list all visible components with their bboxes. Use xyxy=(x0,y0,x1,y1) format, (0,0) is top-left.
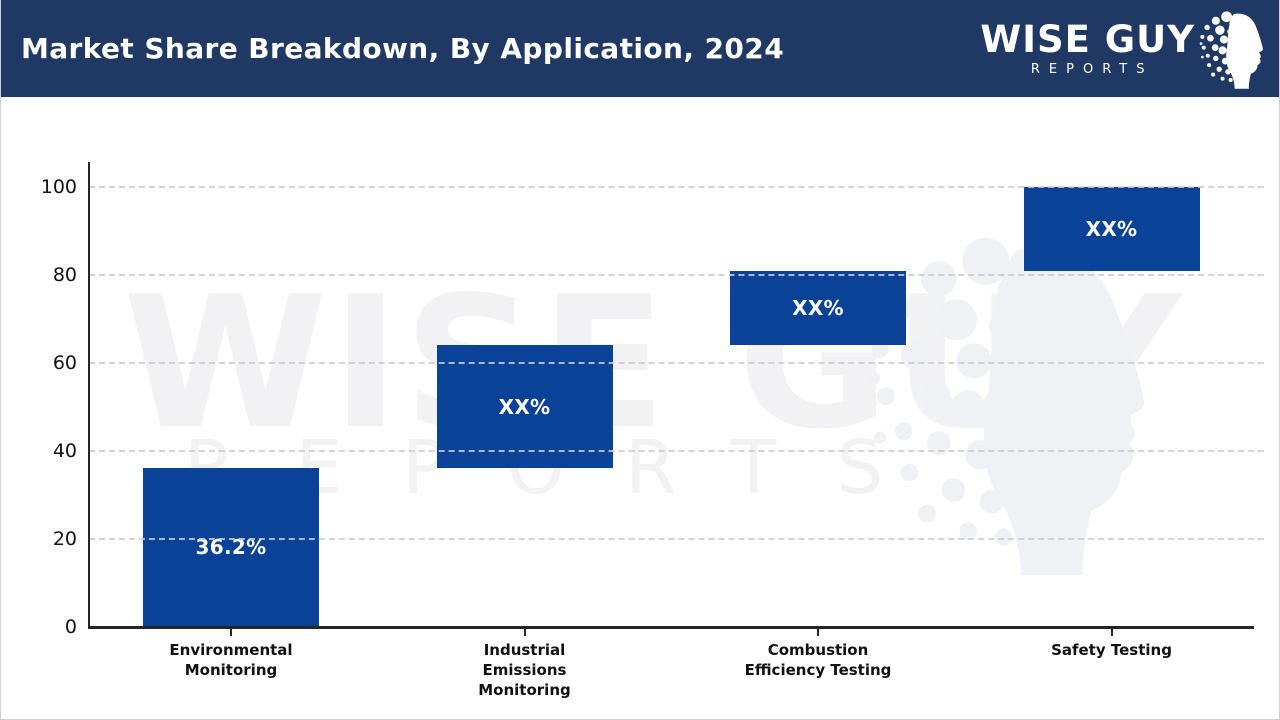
bar-value-label: XX% xyxy=(792,295,844,320)
x-category-line: Monitoring xyxy=(184,661,278,679)
bar-1: 36.2% xyxy=(143,467,319,627)
gridline xyxy=(89,450,1264,452)
bar-4: XX% xyxy=(1023,187,1200,271)
y-tick-label: 20 xyxy=(52,528,77,550)
x-category-line: Monitoring xyxy=(478,681,571,699)
x-category-line: Environmental xyxy=(169,641,293,659)
header-bar: Market Share Breakdown, By Application, … xyxy=(1,0,1279,97)
x-tick xyxy=(230,628,232,636)
gridline xyxy=(89,362,1264,364)
x-category-label: Industrial Emissions Monitoring xyxy=(405,640,645,700)
x-category-label: Combustion Efficiency Testing xyxy=(698,640,938,680)
wise-guy-reports-logo: WISE GUY REPORTS xyxy=(980,5,1271,93)
y-tick-label: 40 xyxy=(52,440,77,462)
logo-wiseguy-text: WISE GUY xyxy=(980,18,1195,61)
y-tick-label: 80 xyxy=(52,264,77,286)
page-title: Market Share Breakdown, By Application, … xyxy=(21,32,785,65)
bar-2: XX% xyxy=(436,345,613,468)
x-category-line: Emissions xyxy=(482,661,567,679)
y-tick-label: 0 xyxy=(64,616,77,638)
x-category-line: Efficiency Testing xyxy=(744,661,892,679)
x-tick xyxy=(1110,628,1113,636)
x-tick xyxy=(523,628,526,636)
x-category-line: Combustion xyxy=(767,641,869,659)
logo-reports-text: REPORTS xyxy=(1030,62,1154,77)
y-tick-label: 60 xyxy=(52,352,77,374)
gridline xyxy=(89,186,1264,188)
y-axis-spine xyxy=(88,162,90,629)
x-tick xyxy=(817,628,819,636)
bar-value-label: XX% xyxy=(498,394,551,419)
bar-value-label: XX% xyxy=(1085,216,1138,241)
bar-3: XX% xyxy=(730,270,906,346)
y-tick-label: 100 xyxy=(40,176,77,198)
x-category-line: Safety Testing xyxy=(1051,641,1172,659)
x-category-line: Industrial xyxy=(483,641,566,659)
x-category-label: Environmental Monitoring xyxy=(111,640,351,680)
gridline xyxy=(89,538,1264,540)
gridline xyxy=(89,274,1264,276)
x-category-label: Safety Testing xyxy=(992,640,1232,660)
x-axis-spine xyxy=(88,626,1254,629)
